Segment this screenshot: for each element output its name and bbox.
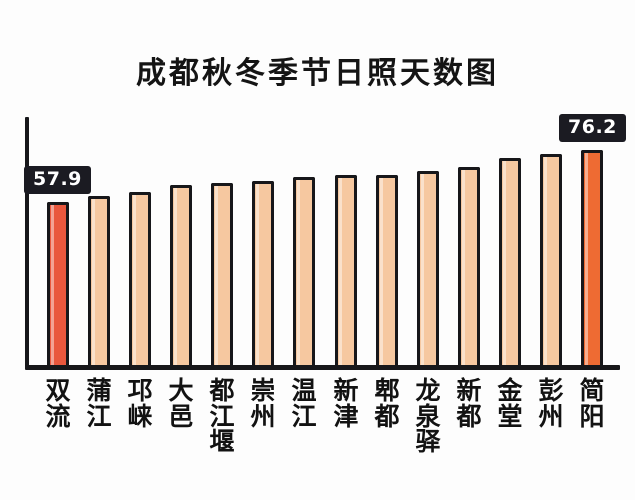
bar-崇州 bbox=[252, 181, 274, 365]
bar-fill bbox=[214, 186, 230, 365]
bar-fill bbox=[543, 157, 559, 365]
category-label-温江: 温江 bbox=[291, 376, 317, 431]
bar-fill bbox=[584, 153, 600, 365]
category-label-金堂: 金堂 bbox=[497, 376, 523, 431]
bar-彭州 bbox=[540, 154, 562, 365]
y-axis-line bbox=[25, 117, 29, 369]
category-label-简阳: 简阳 bbox=[579, 376, 605, 431]
bar-fill bbox=[50, 205, 66, 365]
bar-邛崃 bbox=[129, 192, 151, 365]
bar-fill bbox=[255, 184, 271, 365]
bar-fill bbox=[379, 178, 395, 365]
bar-温江 bbox=[293, 177, 315, 365]
bar-蒲江 bbox=[88, 196, 110, 365]
bar-龙泉驿 bbox=[417, 171, 439, 365]
bar-郫都 bbox=[376, 175, 398, 365]
category-label-新都: 新都 bbox=[456, 376, 482, 431]
category-label-龙泉驿: 龙泉驿 bbox=[415, 376, 441, 456]
bar-大邑 bbox=[170, 185, 192, 365]
category-label-邛崃: 邛崃 bbox=[127, 376, 153, 431]
category-label-彭州: 彭州 bbox=[538, 376, 564, 431]
category-label-大邑: 大邑 bbox=[168, 376, 194, 431]
value-label-双流: 57.9 bbox=[24, 166, 91, 194]
bar-fill bbox=[461, 170, 477, 365]
value-label-简阳: 76.2 bbox=[559, 114, 626, 142]
bar-都江堰 bbox=[211, 183, 233, 365]
bar-fill bbox=[338, 178, 354, 365]
category-label-郫都: 郫都 bbox=[374, 376, 400, 431]
category-label-蒲江: 蒲江 bbox=[86, 376, 112, 431]
category-label-崇州: 崇州 bbox=[250, 376, 276, 431]
bar-fill bbox=[132, 195, 148, 365]
bar-fill bbox=[91, 199, 107, 365]
bar-金堂 bbox=[499, 158, 521, 365]
category-label-双流: 双流 bbox=[45, 376, 71, 431]
bar-fill bbox=[502, 161, 518, 365]
category-label-新津: 新津 bbox=[333, 376, 359, 431]
x-axis-line bbox=[25, 365, 620, 370]
bar-fill bbox=[420, 174, 436, 365]
bar-新津 bbox=[335, 175, 357, 365]
bar-新都 bbox=[458, 167, 480, 365]
bar-双流 bbox=[47, 202, 69, 365]
category-label-都江堰: 都江堰 bbox=[209, 376, 235, 456]
chart-title: 成都秋冬季节日照天数图 bbox=[136, 56, 499, 91]
bar-fill bbox=[173, 188, 189, 365]
bar-fill bbox=[296, 180, 312, 365]
bar-简阳 bbox=[581, 150, 603, 365]
